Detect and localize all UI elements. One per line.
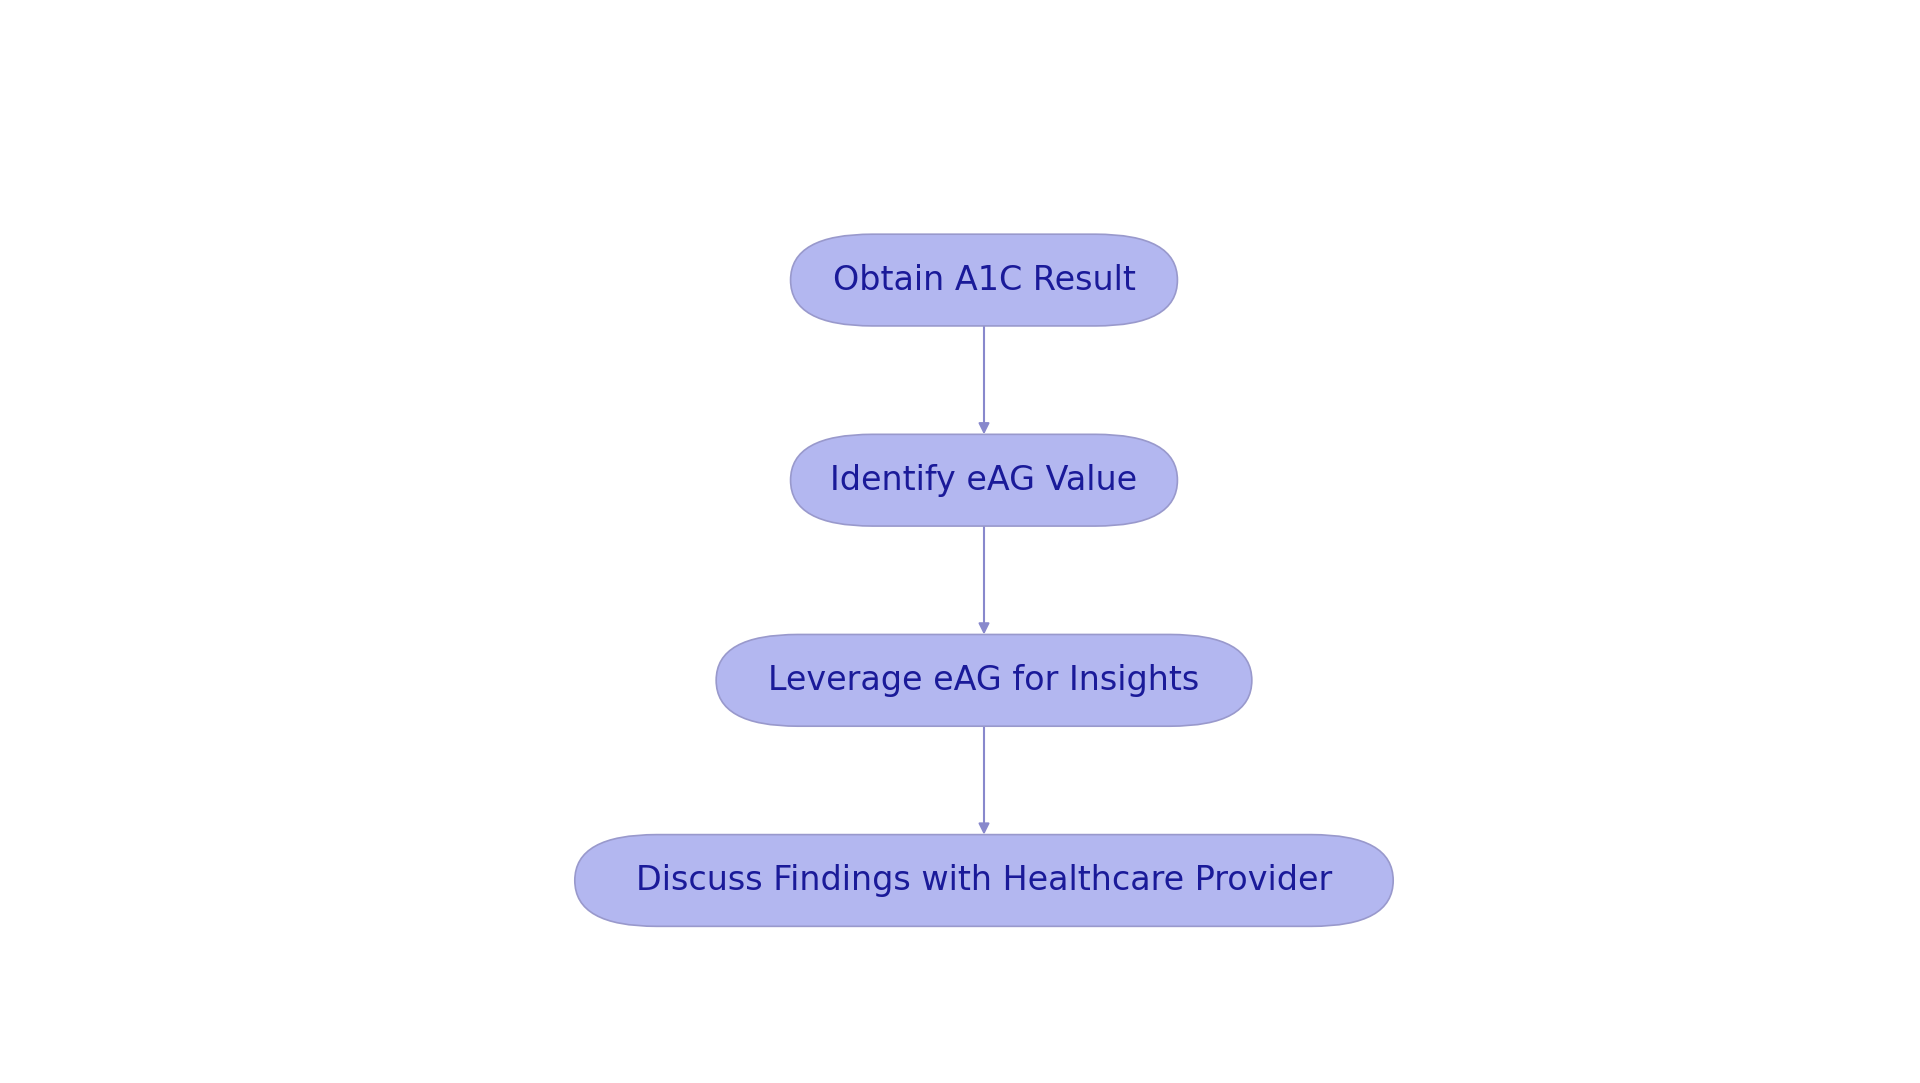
FancyBboxPatch shape xyxy=(791,434,1177,526)
Text: Discuss Findings with Healthcare Provider: Discuss Findings with Healthcare Provide… xyxy=(636,864,1332,897)
FancyBboxPatch shape xyxy=(574,835,1394,926)
FancyBboxPatch shape xyxy=(791,234,1177,326)
Text: Identify eAG Value: Identify eAG Value xyxy=(831,464,1137,497)
FancyBboxPatch shape xyxy=(716,635,1252,727)
Text: Obtain A1C Result: Obtain A1C Result xyxy=(833,263,1135,297)
Text: Leverage eAG for Insights: Leverage eAG for Insights xyxy=(768,664,1200,696)
